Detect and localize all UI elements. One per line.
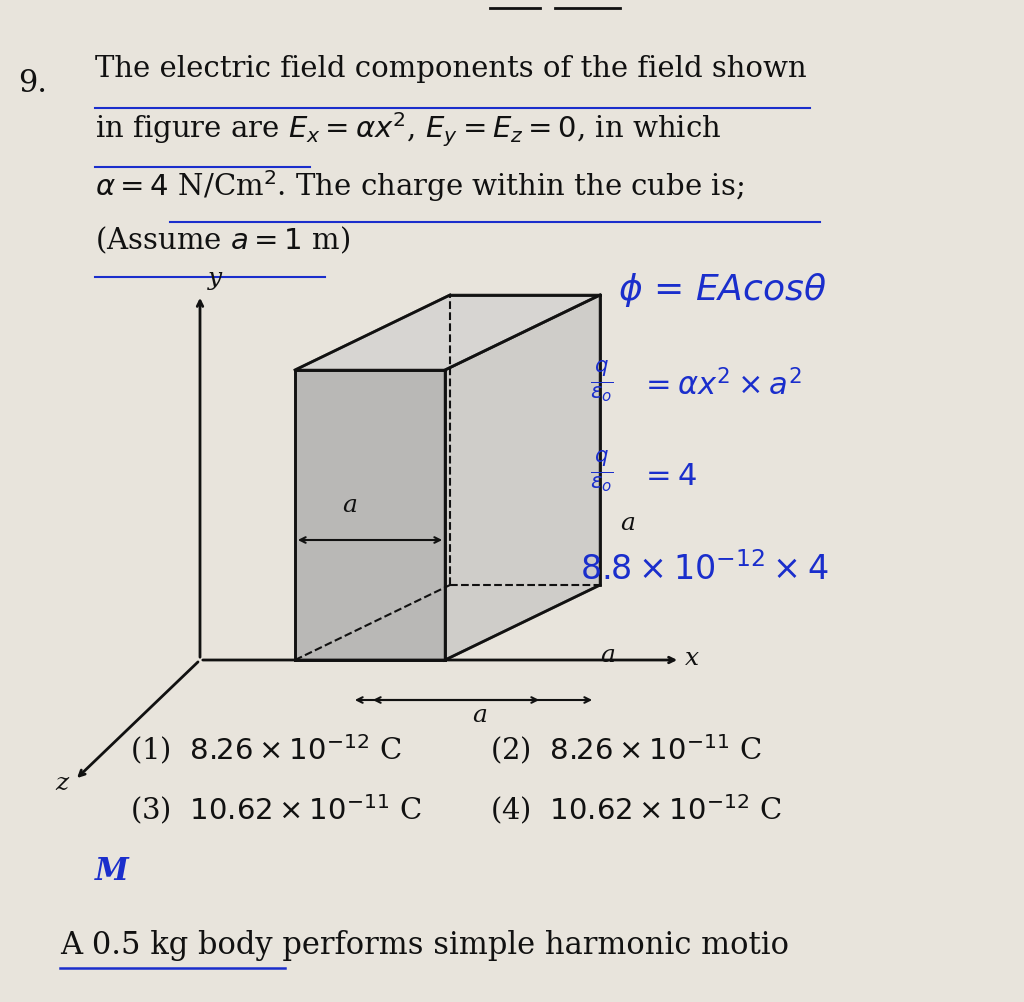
Text: (3)  $10.62 \times 10^{-11}$ C: (3) $10.62 \times 10^{-11}$ C	[130, 793, 422, 827]
Text: The electric field components of the field shown: The electric field components of the fie…	[95, 55, 807, 83]
Text: $\frac{q}{\varepsilon_o}$: $\frac{q}{\varepsilon_o}$	[590, 449, 613, 495]
Text: a: a	[600, 644, 614, 667]
Text: A 0.5 kg body performs simple harmonic motio: A 0.5 kg body performs simple harmonic m…	[60, 930, 790, 961]
Text: (2)  $8.26 \times 10^{-11}$ C: (2) $8.26 \times 10^{-11}$ C	[490, 732, 762, 767]
Text: $= 4$: $= 4$	[640, 461, 697, 492]
Text: M: M	[95, 856, 129, 887]
Polygon shape	[295, 295, 600, 370]
Text: x: x	[685, 647, 699, 670]
Text: (Assume $a = 1$ m): (Assume $a = 1$ m)	[95, 225, 350, 257]
Polygon shape	[295, 370, 445, 660]
Text: a: a	[620, 512, 635, 535]
Text: y: y	[208, 267, 222, 290]
Text: (1)  $8.26 \times 10^{-12}$ C: (1) $8.26 \times 10^{-12}$ C	[130, 732, 401, 767]
Text: $\phi$ = $EAcos\theta$: $\phi$ = $EAcos\theta$	[618, 271, 826, 309]
Polygon shape	[445, 295, 600, 660]
Text: (4)  $10.62 \times 10^{-12}$ C: (4) $10.62 \times 10^{-12}$ C	[490, 793, 782, 827]
Text: $\alpha = 4$ N/Cm$^2$. The charge within the cube is;: $\alpha = 4$ N/Cm$^2$. The charge within…	[95, 168, 744, 203]
Text: $\frac{q}{\varepsilon_o}$: $\frac{q}{\varepsilon_o}$	[590, 359, 613, 405]
Text: in figure are $E_x = \alpha x^2$, $E_y = E_z = 0$, in which: in figure are $E_x = \alpha x^2$, $E_y =…	[95, 110, 721, 148]
Text: z: z	[55, 772, 69, 795]
Text: a: a	[343, 494, 357, 517]
Text: 9.: 9.	[18, 68, 47, 99]
Text: a: a	[472, 704, 487, 727]
Text: $= \alpha x^2 \times a^2$: $= \alpha x^2 \times a^2$	[640, 370, 803, 402]
Text: $8.8 \times 10^{-12} \times 4$: $8.8 \times 10^{-12} \times 4$	[580, 552, 828, 587]
